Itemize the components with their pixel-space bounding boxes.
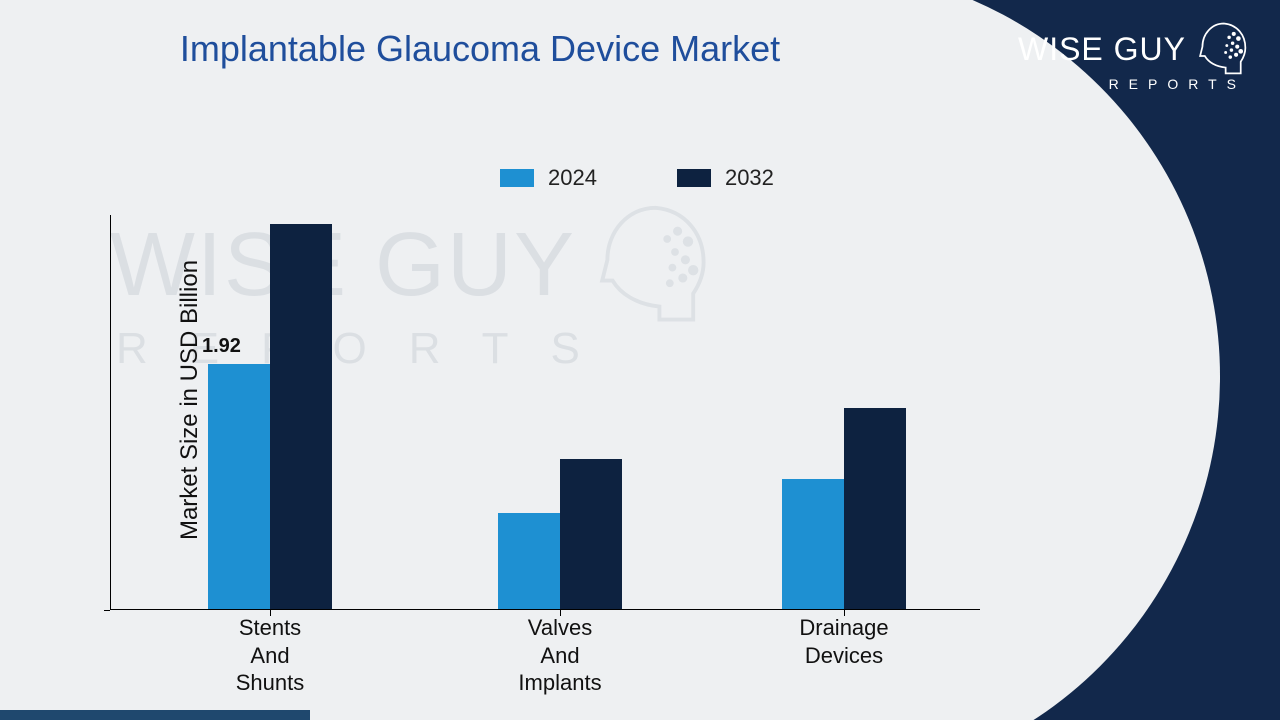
y-axis-label: Market Size in USD Billion xyxy=(176,260,204,540)
y-axis-line xyxy=(110,215,111,610)
plot-area: StentsAndShunts1.92ValvesAndImplantsDrai… xyxy=(110,215,980,610)
bottom-accent-bar xyxy=(0,710,310,720)
legend-item-2032: 2032 xyxy=(677,165,774,191)
logo-text-main: WISE GUY xyxy=(1018,20,1250,78)
bar-value-label: 1.92 xyxy=(202,335,241,358)
bar-group xyxy=(498,459,622,609)
legend-label: 2024 xyxy=(548,165,597,191)
bar xyxy=(270,224,332,609)
bar xyxy=(208,364,270,609)
bar xyxy=(560,459,622,609)
y-tick xyxy=(104,610,110,611)
logo-text-sub: REPORTS xyxy=(1018,76,1246,92)
chart-canvas: WISE GUY REPORTS WISE GUY REPORTS Implan… xyxy=(0,0,1280,720)
chart-title: Implantable Glaucoma Device Market xyxy=(0,28,960,70)
bar xyxy=(498,513,560,609)
logo-text: WISE GUY xyxy=(1018,31,1186,68)
legend-swatch-2024 xyxy=(500,169,534,187)
bar xyxy=(782,479,844,609)
category-label: StentsAndShunts xyxy=(190,610,350,697)
legend-item-2024: 2024 xyxy=(500,165,597,191)
legend: 2024 2032 xyxy=(500,165,774,191)
category-label: DrainageDevices xyxy=(764,610,924,669)
head-icon xyxy=(1192,20,1250,78)
brand-logo: WISE GUY REPORTS xyxy=(1018,20,1250,92)
category-label: ValvesAndImplants xyxy=(480,610,640,697)
bar-group: 1.92 xyxy=(208,224,332,609)
legend-label: 2032 xyxy=(725,165,774,191)
bar-group xyxy=(782,408,906,609)
legend-swatch-2032 xyxy=(677,169,711,187)
bar xyxy=(844,408,906,609)
